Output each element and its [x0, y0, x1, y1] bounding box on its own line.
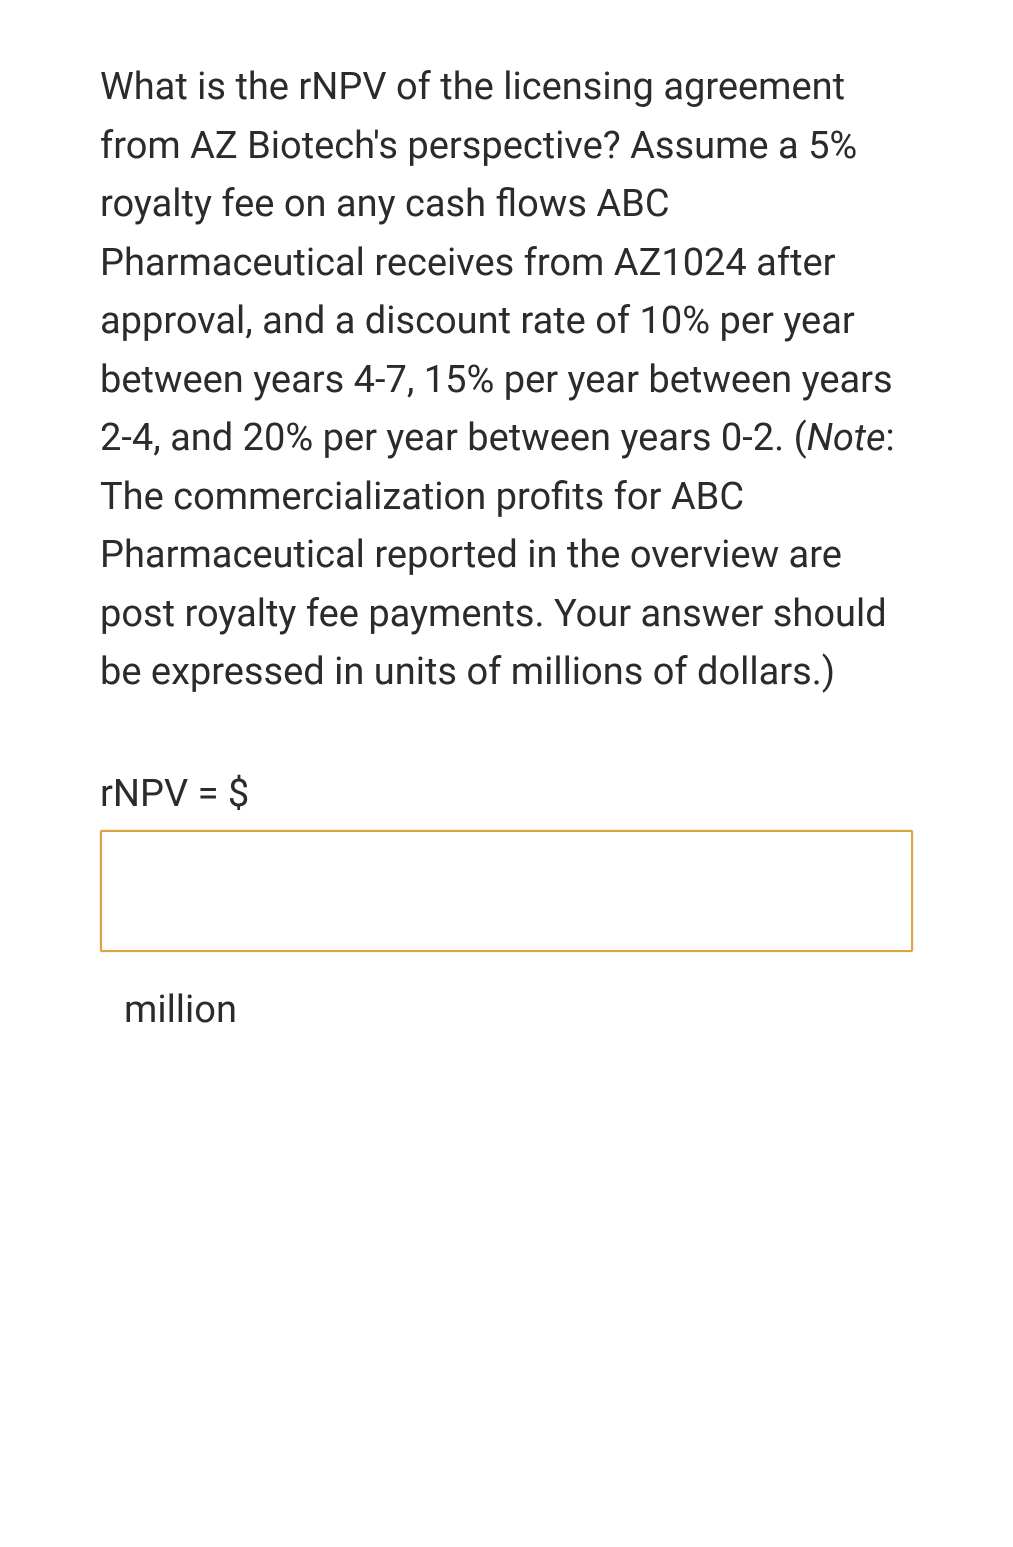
answer-section: rNPV = $ million — [100, 772, 913, 1032]
note-label: Note — [807, 416, 886, 460]
answer-unit: million — [124, 988, 913, 1032]
answer-label: rNPV = $ — [100, 772, 913, 816]
question-text: What is the rNPV of the licensing agreem… — [100, 58, 913, 702]
question-container: What is the rNPV of the licensing agreem… — [100, 58, 913, 1032]
rnpv-input[interactable] — [100, 830, 913, 952]
question-body-part1: What is the rNPV of the licensing agreem… — [100, 65, 893, 460]
